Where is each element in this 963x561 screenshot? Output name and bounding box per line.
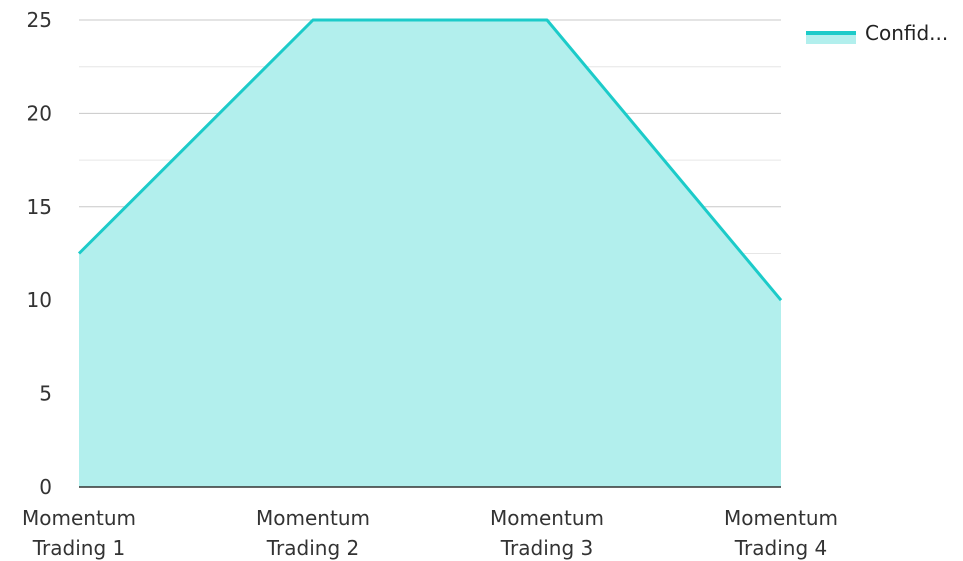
- legend-swatch-fill: [806, 35, 856, 44]
- y-tick-label: 10: [27, 288, 52, 312]
- y-tick-label: 0: [39, 475, 52, 499]
- series-area-fill: [79, 20, 781, 487]
- y-tick-label: 5: [39, 382, 52, 406]
- x-tick-label: Momentum Trading 3: [490, 506, 604, 560]
- y-tick-label: 20: [27, 101, 52, 125]
- y-tick-label: 25: [27, 8, 52, 32]
- x-tick-label: Momentum Trading 4: [724, 506, 838, 560]
- y-tick-label: 15: [27, 195, 52, 219]
- series-line: [77, 18, 783, 302]
- legend-label: Confid...: [865, 21, 948, 45]
- x-tick-label: Momentum Trading 1: [22, 506, 136, 560]
- x-tick-label: Momentum Trading 2: [256, 506, 370, 560]
- y-axis-tick-labels: 0 5 10 15 20 25: [27, 8, 52, 499]
- legend[interactable]: Confid...: [806, 21, 948, 45]
- x-axis-tick-labels: Momentum Trading 1 Momentum Trading 2 Moment…: [22, 506, 838, 560]
